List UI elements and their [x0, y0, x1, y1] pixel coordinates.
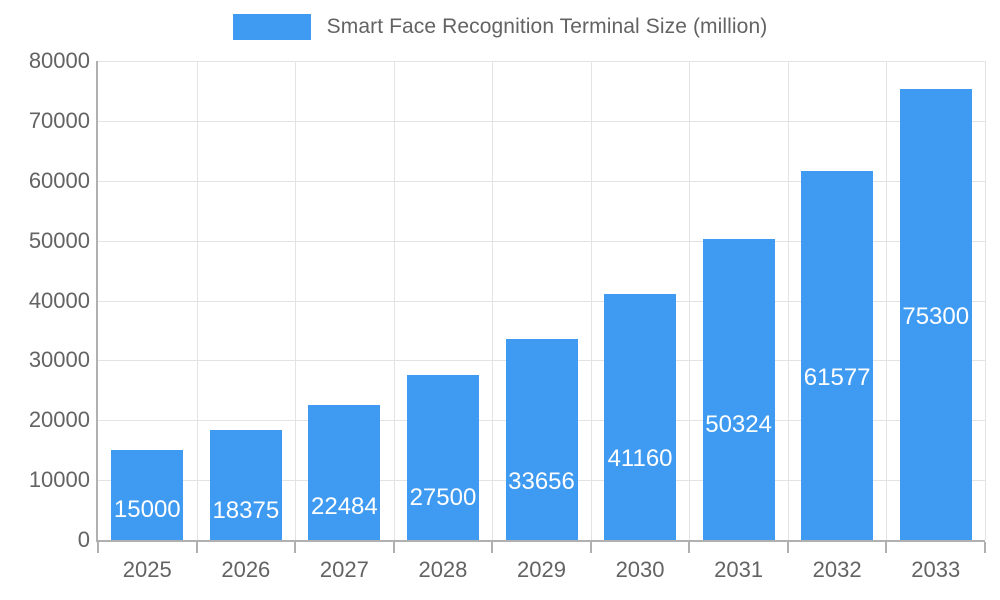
- x-axis-tick-mark: [491, 542, 493, 553]
- x-axis-tick-mark: [590, 542, 592, 553]
- y-axis-tick-label: 50000: [28, 227, 90, 253]
- x-axis-tick-label: 2026: [221, 557, 271, 582]
- x-axis-tick-mark: [885, 542, 887, 553]
- x-axis-tick-label: 2032: [812, 557, 862, 582]
- bar[interactable]: [308, 405, 381, 540]
- y-axis-line: [96, 61, 98, 542]
- y-axis-tick-label: 80000: [28, 48, 90, 73]
- bar[interactable]: [111, 450, 184, 540]
- bar[interactable]: [702, 238, 775, 540]
- x-axis-tick-label: 2033: [911, 557, 961, 582]
- bar-value-label: 41160: [607, 444, 673, 472]
- y-axis-tick-label: 70000: [28, 107, 90, 133]
- y-axis-tick-label: 40000: [28, 287, 90, 313]
- gridline-vertical: [886, 61, 887, 540]
- gridline-horizontal: [98, 300, 985, 302]
- gridline-horizontal: [98, 120, 985, 122]
- x-axis-tick-label: 2027: [319, 557, 369, 582]
- gridline-vertical: [394, 61, 395, 540]
- x-axis-tick-mark: [196, 542, 198, 553]
- y-axis-tick-label: 60000: [28, 167, 90, 193]
- y-axis-tick-label: 30000: [28, 347, 90, 373]
- y-axis-tick-label: 20000: [28, 407, 90, 433]
- gridline-vertical: [492, 61, 493, 540]
- x-axis-tick-mark: [688, 542, 690, 553]
- x-axis-tick-label: 2030: [615, 557, 665, 582]
- gridline-vertical: [985, 61, 986, 540]
- y-axis-tick-label: 10000: [28, 467, 90, 493]
- legend-label: Smart Face Recognition Terminal Size (mi…: [326, 15, 768, 38]
- gridline-vertical: [591, 61, 592, 540]
- bar-value-label: 75300: [902, 303, 970, 331]
- bar[interactable]: [505, 338, 578, 540]
- x-axis-tick-mark: [984, 542, 986, 553]
- x-axis-tick-label: 2028: [418, 557, 468, 582]
- bar[interactable]: [406, 375, 479, 540]
- gridline-vertical: [689, 61, 690, 540]
- bar-value-label: 27500: [409, 484, 477, 512]
- gridline-horizontal: [98, 240, 985, 242]
- x-axis-tick-label: 2031: [714, 557, 764, 582]
- bar[interactable]: [209, 429, 282, 540]
- bar-value-label: 18375: [212, 496, 280, 524]
- gridline-horizontal: [98, 61, 985, 62]
- x-axis-tick-mark: [294, 542, 296, 553]
- legend-color-swatch: [232, 14, 311, 40]
- x-axis-tick-mark: [787, 542, 789, 553]
- x-axis-line: [96, 540, 985, 542]
- gridline-vertical: [197, 61, 198, 540]
- bar[interactable]: [801, 171, 874, 540]
- gridline-vertical: [295, 61, 296, 540]
- bar[interactable]: [899, 89, 972, 540]
- gridline-horizontal: [98, 180, 985, 182]
- x-axis-tick-label: 2029: [517, 557, 566, 582]
- plot-area: 15000 18375 22484 27500 33656 41160 50324 61577…: [98, 61, 986, 541]
- bar-value-label: 22484: [311, 493, 378, 521]
- bar-value-label: 61577: [803, 364, 871, 392]
- bar-value-label: 15000: [113, 496, 181, 524]
- chart-legend: Smart Face Recognition Terminal Size (mi…: [0, 14, 1000, 40]
- x-axis-tick-mark: [393, 542, 395, 553]
- bar-value-label: 50324: [705, 410, 772, 438]
- x-axis-tick-mark: [97, 542, 99, 553]
- gridline-vertical: [788, 61, 789, 540]
- bar[interactable]: [604, 293, 677, 540]
- y-axis-tick-label: 0: [77, 527, 90, 552]
- x-axis-tick-label: 2025: [122, 557, 172, 582]
- bar-value-label: 33656: [508, 468, 575, 496]
